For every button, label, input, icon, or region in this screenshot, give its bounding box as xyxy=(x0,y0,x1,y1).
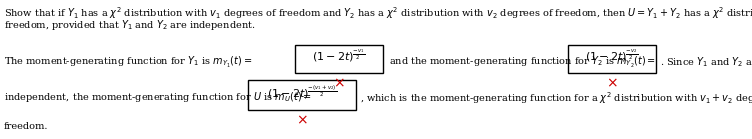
Text: $\times$: $\times$ xyxy=(333,76,345,90)
Text: independent, the moment-generating function for $U$ is $m_U(t) = $: independent, the moment-generating funct… xyxy=(4,90,312,104)
Bar xyxy=(295,45,383,73)
Text: freedom, provided that $Y_1$ and $Y_2$ are independent.: freedom, provided that $Y_1$ and $Y_2$ a… xyxy=(4,18,256,32)
Text: $(1-2t)^{\frac{-v_2}{2}}$: $(1-2t)^{\frac{-v_2}{2}}$ xyxy=(585,47,638,64)
Text: , which is the moment-generating function for a $\chi^2$ distribution with $v_1 : , which is the moment-generating functio… xyxy=(360,90,752,106)
Text: and the moment-generating function for $Y_2$ is $m_{Y_2}(t) = $: and the moment-generating function for $… xyxy=(389,55,656,70)
Text: The moment-generating function for $Y_1$ is $m_{Y_1}(t) = $: The moment-generating function for $Y_1$… xyxy=(4,55,252,70)
Text: $(1-2t)^{\frac{-(v_1+v_2)}{2}}$: $(1-2t)^{\frac{-(v_1+v_2)}{2}}$ xyxy=(267,83,337,101)
Bar xyxy=(248,80,356,110)
Text: Show that if $Y_1$ has a $\chi^2$ distribution with $v_1$ degrees of freedom and: Show that if $Y_1$ has a $\chi^2$ distri… xyxy=(4,5,752,21)
Text: $\times$: $\times$ xyxy=(296,113,308,127)
Text: . Since $Y_1$ and $Y_2$ are: . Since $Y_1$ and $Y_2$ are xyxy=(660,55,752,69)
Bar xyxy=(568,45,656,73)
Text: $\times$: $\times$ xyxy=(606,76,618,90)
Text: $(1-2t)^{\frac{-v_1}{2}}$: $(1-2t)^{\frac{-v_1}{2}}$ xyxy=(312,47,365,64)
Text: freedom.: freedom. xyxy=(4,122,48,131)
